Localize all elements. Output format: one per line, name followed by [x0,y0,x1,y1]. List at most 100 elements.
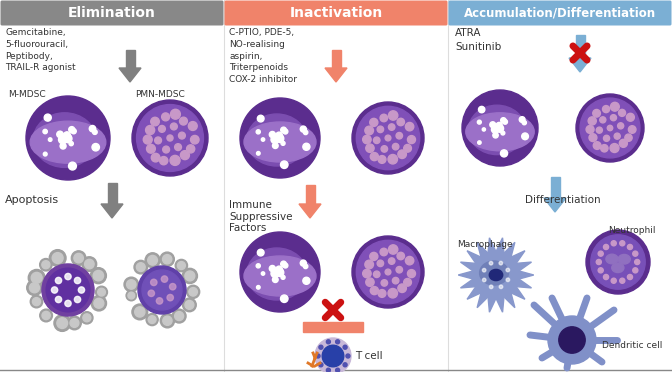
Circle shape [175,259,187,272]
Polygon shape [477,242,489,257]
Circle shape [593,109,600,117]
Circle shape [148,256,157,265]
Circle shape [42,311,50,320]
Polygon shape [101,204,123,218]
Text: Macrophage: Macrophage [458,240,513,249]
Circle shape [136,105,204,171]
Circle shape [149,316,156,324]
Circle shape [478,141,481,144]
Circle shape [274,139,278,142]
Circle shape [30,283,40,293]
Polygon shape [477,292,489,308]
Circle shape [603,106,610,113]
Circle shape [54,315,71,331]
Text: Differentiation: Differentiation [525,195,601,205]
Circle shape [68,316,81,330]
Circle shape [126,291,136,301]
Polygon shape [331,50,341,68]
Polygon shape [467,251,481,264]
Circle shape [398,150,407,158]
Circle shape [48,138,52,141]
Circle shape [501,118,506,123]
Circle shape [27,280,42,295]
Circle shape [501,131,505,135]
Circle shape [404,278,411,286]
Text: Gemcitabine,
5-fluorouracil,
Peptibody,
TRAIL-R agonist: Gemcitabine, 5-fluorouracil, Peptibody, … [5,28,76,73]
Circle shape [596,127,602,133]
Circle shape [26,96,110,180]
Ellipse shape [244,122,316,162]
Circle shape [272,143,278,148]
Polygon shape [299,204,321,218]
Polygon shape [488,296,496,312]
Ellipse shape [606,254,618,264]
Circle shape [343,345,347,349]
Circle shape [366,144,374,153]
Circle shape [614,133,620,139]
Polygon shape [569,58,591,72]
Circle shape [633,251,638,256]
Circle shape [506,278,509,282]
Circle shape [494,124,499,129]
Circle shape [628,275,632,280]
Circle shape [405,256,414,265]
Circle shape [31,272,42,283]
Circle shape [43,129,47,134]
Ellipse shape [33,113,96,167]
Circle shape [43,152,47,156]
Circle shape [374,271,380,278]
Circle shape [269,266,276,272]
Circle shape [380,114,388,122]
Circle shape [473,252,519,298]
Circle shape [257,285,260,289]
Circle shape [378,289,386,297]
Circle shape [397,118,405,126]
Circle shape [42,261,50,269]
Circle shape [64,132,71,139]
Circle shape [171,109,180,119]
Circle shape [171,123,177,130]
Circle shape [363,135,371,144]
Circle shape [388,154,398,164]
Circle shape [163,146,169,153]
Circle shape [272,277,278,282]
Circle shape [82,257,97,272]
Circle shape [327,368,331,372]
Circle shape [506,268,509,272]
Circle shape [628,244,632,250]
Circle shape [62,140,66,143]
Circle shape [495,129,499,132]
Circle shape [491,126,499,133]
Circle shape [276,269,284,276]
Circle shape [146,314,158,326]
Circle shape [521,133,528,140]
Circle shape [185,271,195,281]
Circle shape [385,135,391,141]
Circle shape [352,236,424,308]
Circle shape [559,327,585,353]
Circle shape [352,102,424,174]
Circle shape [591,235,645,289]
Circle shape [179,132,185,139]
Circle shape [143,135,152,144]
Circle shape [65,273,71,280]
Circle shape [482,278,486,282]
Circle shape [274,268,280,273]
Ellipse shape [247,248,307,300]
Polygon shape [550,177,560,198]
Text: T cell: T cell [355,351,382,361]
Circle shape [519,117,525,122]
Circle shape [477,120,481,124]
FancyBboxPatch shape [224,0,448,26]
Circle shape [90,267,106,284]
Circle shape [370,118,378,126]
Circle shape [167,294,173,301]
Circle shape [162,113,169,121]
Polygon shape [325,68,347,82]
Polygon shape [504,292,515,308]
Circle shape [343,363,347,367]
Circle shape [145,253,160,268]
Circle shape [315,338,351,372]
Polygon shape [511,251,525,264]
Polygon shape [303,322,363,332]
